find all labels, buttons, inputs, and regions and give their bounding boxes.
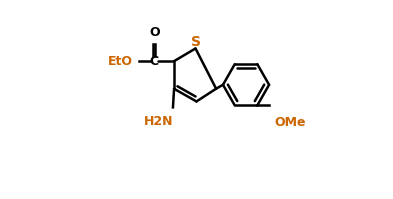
Text: EtO: EtO: [107, 55, 132, 68]
Text: S: S: [191, 35, 200, 49]
Text: OMe: OMe: [274, 116, 305, 129]
Text: C: C: [150, 55, 159, 68]
Text: O: O: [149, 26, 160, 39]
Text: H2N: H2N: [143, 115, 173, 128]
